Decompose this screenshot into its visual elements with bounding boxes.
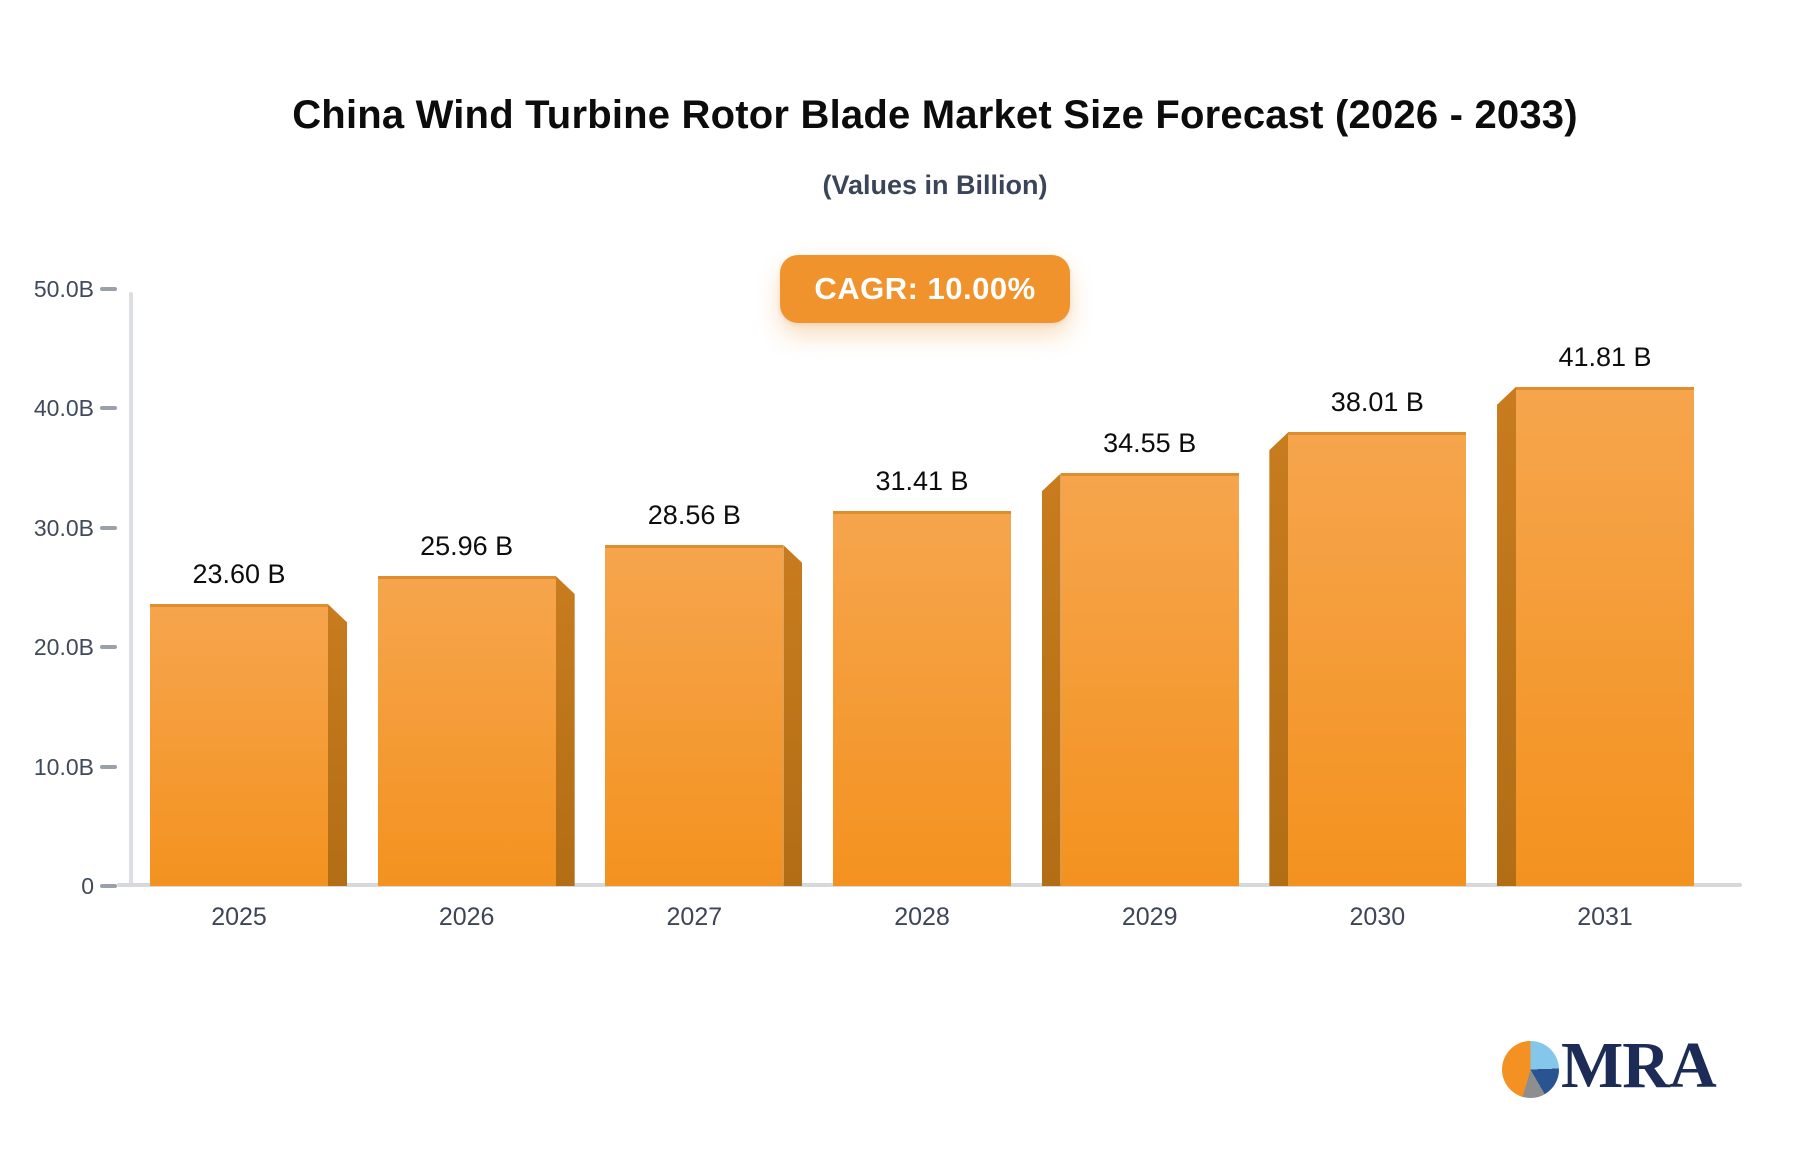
chart-title: China Wind Turbine Rotor Blade Market Si… bbox=[292, 93, 1578, 137]
bar-2030[interactable] bbox=[1288, 432, 1467, 886]
y-tick-mark bbox=[100, 884, 117, 888]
y-tick-label: 30.0B bbox=[33, 514, 94, 541]
brand-logo: MRA bbox=[1502, 1029, 1717, 1102]
brand-logo-text: MRA bbox=[1561, 1029, 1717, 1102]
bar-value-label-2030: 38.01 B bbox=[1330, 387, 1424, 418]
bar-2025[interactable] bbox=[150, 604, 328, 886]
x-tick-label-2028: 2028 bbox=[894, 903, 950, 931]
y-tick-label: 40.0B bbox=[33, 395, 94, 422]
y-tick-mark bbox=[100, 764, 117, 769]
x-tick-label-2029: 2029 bbox=[1121, 903, 1178, 931]
bar-side-face-2026 bbox=[555, 576, 575, 886]
bar-2028[interactable] bbox=[833, 510, 1011, 886]
bar-side-face-2029 bbox=[1041, 473, 1061, 886]
x-tick-label-2027: 2027 bbox=[666, 903, 723, 931]
bar-value-label-2027: 28.56 B bbox=[647, 499, 741, 530]
cagr-badge-label: CAGR: 10.00% bbox=[814, 271, 1036, 306]
bar-side-face-2025 bbox=[328, 604, 347, 886]
bar-2031[interactable] bbox=[1516, 386, 1695, 886]
bar-value-label-2025: 23.60 B bbox=[192, 559, 286, 590]
y-tick-mark bbox=[100, 645, 117, 650]
bar-2027[interactable] bbox=[605, 544, 784, 886]
y-tick-label: 50.0B bbox=[33, 276, 94, 302]
y-tick-mark bbox=[100, 525, 117, 530]
bar-value-label-2028: 31.41 B bbox=[875, 465, 969, 496]
bar-side-face-2027 bbox=[783, 544, 803, 886]
bar-value-label-2031: 41.81 B bbox=[1558, 341, 1652, 372]
y-tick-label: 20.0B bbox=[33, 634, 94, 661]
chart-subtitle: (Values in Billion) bbox=[822, 170, 1048, 200]
x-tick-label-2031: 2031 bbox=[1577, 903, 1633, 931]
y-tick-mark bbox=[100, 406, 117, 411]
bar-2029[interactable] bbox=[1060, 473, 1239, 886]
y-tick-label: 10.0B bbox=[33, 753, 94, 780]
y-axis-line bbox=[129, 292, 133, 887]
bar-side-face-2031 bbox=[1497, 386, 1517, 886]
y-tick-mark bbox=[100, 287, 117, 291]
y-tick-label: 0 bbox=[81, 873, 94, 899]
x-tick-label-2026: 2026 bbox=[438, 903, 495, 931]
x-tick-label-2030: 2030 bbox=[1349, 903, 1406, 931]
bar-value-label-2029: 34.55 B bbox=[1103, 428, 1197, 459]
cagr-badge: CAGR: 10.00% bbox=[780, 255, 1070, 323]
x-tick-label-2025: 2025 bbox=[211, 903, 267, 931]
bar-value-label-2026: 25.96 B bbox=[420, 531, 514, 562]
bar-side-face-2030 bbox=[1269, 432, 1289, 886]
pie-chart-logo-icon bbox=[1502, 1040, 1559, 1098]
bar-2026[interactable] bbox=[377, 576, 556, 886]
